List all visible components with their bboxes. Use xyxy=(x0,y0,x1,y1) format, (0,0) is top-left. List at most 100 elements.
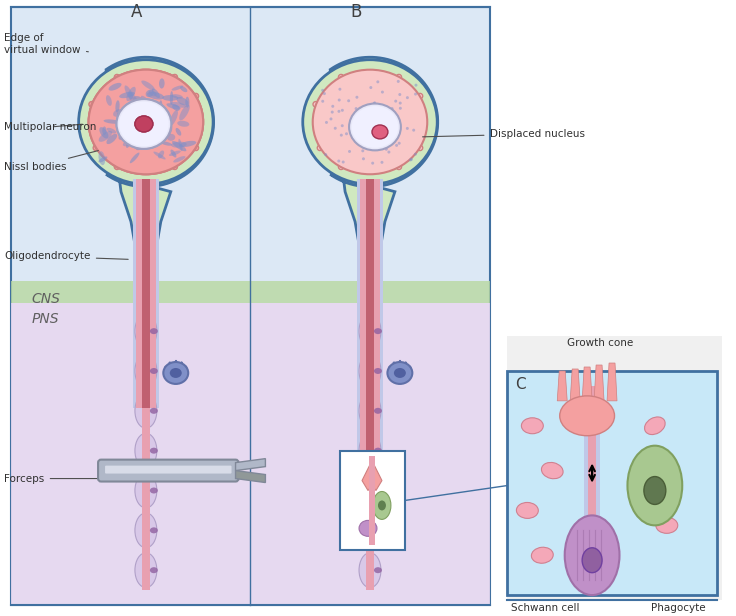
Ellipse shape xyxy=(109,83,121,91)
Ellipse shape xyxy=(341,109,344,111)
Text: Phagocyte: Phagocyte xyxy=(651,603,706,613)
Ellipse shape xyxy=(113,109,122,117)
Ellipse shape xyxy=(378,129,381,132)
Text: PNS: PNS xyxy=(32,312,59,326)
Bar xyxy=(12,303,489,605)
Bar xyxy=(366,391,374,431)
Ellipse shape xyxy=(374,527,382,533)
Ellipse shape xyxy=(397,80,400,83)
Bar xyxy=(360,179,380,547)
FancyBboxPatch shape xyxy=(12,7,489,605)
Ellipse shape xyxy=(178,139,183,151)
Ellipse shape xyxy=(374,448,382,453)
Ellipse shape xyxy=(147,92,164,100)
Ellipse shape xyxy=(179,105,190,121)
Bar xyxy=(136,179,156,408)
Ellipse shape xyxy=(135,473,157,508)
Ellipse shape xyxy=(99,127,108,139)
Ellipse shape xyxy=(521,418,543,434)
Ellipse shape xyxy=(410,158,413,161)
Ellipse shape xyxy=(359,433,381,468)
Ellipse shape xyxy=(88,70,203,174)
Ellipse shape xyxy=(167,134,175,141)
Ellipse shape xyxy=(359,314,381,349)
Ellipse shape xyxy=(359,521,377,537)
Ellipse shape xyxy=(119,102,169,147)
Ellipse shape xyxy=(141,81,155,90)
Ellipse shape xyxy=(131,100,141,107)
Ellipse shape xyxy=(369,86,372,89)
FancyBboxPatch shape xyxy=(98,460,238,482)
Bar xyxy=(12,282,489,303)
Text: B: B xyxy=(350,4,361,22)
Ellipse shape xyxy=(359,354,381,389)
Text: Displaced nucleus: Displaced nucleus xyxy=(422,129,584,139)
Ellipse shape xyxy=(149,90,157,97)
Ellipse shape xyxy=(359,553,381,588)
Ellipse shape xyxy=(406,96,409,99)
Ellipse shape xyxy=(355,107,358,110)
Ellipse shape xyxy=(325,121,328,124)
Ellipse shape xyxy=(337,160,340,163)
FancyBboxPatch shape xyxy=(105,466,232,474)
Ellipse shape xyxy=(170,91,173,105)
Ellipse shape xyxy=(171,142,187,148)
Ellipse shape xyxy=(321,89,324,92)
Ellipse shape xyxy=(394,368,406,378)
Ellipse shape xyxy=(323,92,326,95)
Ellipse shape xyxy=(656,517,678,533)
Text: Oligodendrocyte: Oligodendrocyte xyxy=(4,251,128,261)
FancyBboxPatch shape xyxy=(507,371,717,595)
Polygon shape xyxy=(594,365,604,401)
Ellipse shape xyxy=(126,118,135,129)
Ellipse shape xyxy=(372,103,375,107)
Ellipse shape xyxy=(163,125,172,139)
Ellipse shape xyxy=(357,128,360,131)
Ellipse shape xyxy=(651,463,673,479)
Ellipse shape xyxy=(118,132,127,140)
Ellipse shape xyxy=(350,132,353,135)
Ellipse shape xyxy=(119,92,135,98)
Ellipse shape xyxy=(162,127,171,133)
Bar xyxy=(136,179,156,408)
Ellipse shape xyxy=(394,100,397,103)
Ellipse shape xyxy=(371,161,374,164)
Ellipse shape xyxy=(531,547,553,563)
Ellipse shape xyxy=(644,477,666,505)
Ellipse shape xyxy=(135,314,157,349)
Ellipse shape xyxy=(373,492,391,519)
Ellipse shape xyxy=(414,84,417,87)
Ellipse shape xyxy=(171,150,177,158)
Ellipse shape xyxy=(348,150,351,153)
Ellipse shape xyxy=(130,153,139,163)
Bar xyxy=(142,179,150,408)
Bar xyxy=(588,386,596,585)
Bar xyxy=(369,456,375,545)
Ellipse shape xyxy=(158,150,164,158)
Ellipse shape xyxy=(374,487,382,493)
Ellipse shape xyxy=(339,87,342,91)
Ellipse shape xyxy=(313,70,428,174)
Ellipse shape xyxy=(172,105,180,111)
FancyBboxPatch shape xyxy=(340,451,405,550)
Ellipse shape xyxy=(133,96,144,103)
Ellipse shape xyxy=(124,86,133,100)
Ellipse shape xyxy=(123,139,137,147)
Bar xyxy=(133,179,159,408)
Ellipse shape xyxy=(582,548,602,573)
Ellipse shape xyxy=(150,567,158,573)
Ellipse shape xyxy=(135,116,153,132)
Ellipse shape xyxy=(355,95,358,99)
Ellipse shape xyxy=(372,102,375,105)
Bar xyxy=(366,471,374,511)
Ellipse shape xyxy=(104,120,121,124)
Ellipse shape xyxy=(144,120,147,128)
Ellipse shape xyxy=(565,516,620,595)
Ellipse shape xyxy=(172,141,186,152)
Ellipse shape xyxy=(159,78,165,89)
Polygon shape xyxy=(106,57,213,282)
Ellipse shape xyxy=(347,99,350,102)
Ellipse shape xyxy=(412,129,415,132)
Text: Forceps: Forceps xyxy=(4,474,148,484)
Ellipse shape xyxy=(158,117,165,129)
